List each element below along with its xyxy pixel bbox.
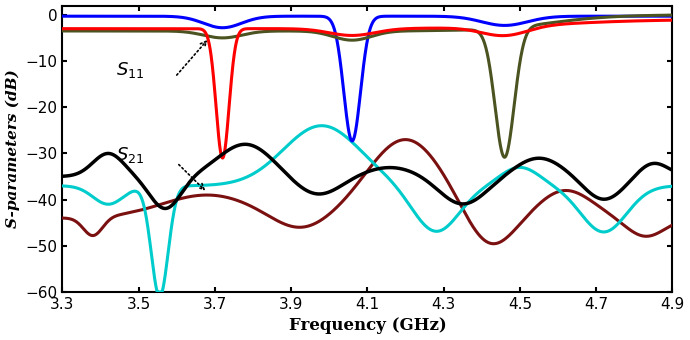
- Text: $\mathit{S}_{21}$: $\mathit{S}_{21}$: [116, 145, 144, 165]
- Y-axis label: S-parameters (dB): S-parameters (dB): [6, 69, 20, 228]
- Text: $\mathit{S}_{11}$: $\mathit{S}_{11}$: [116, 60, 144, 80]
- X-axis label: Frequency (GHz): Frequency (GHz): [288, 318, 446, 335]
